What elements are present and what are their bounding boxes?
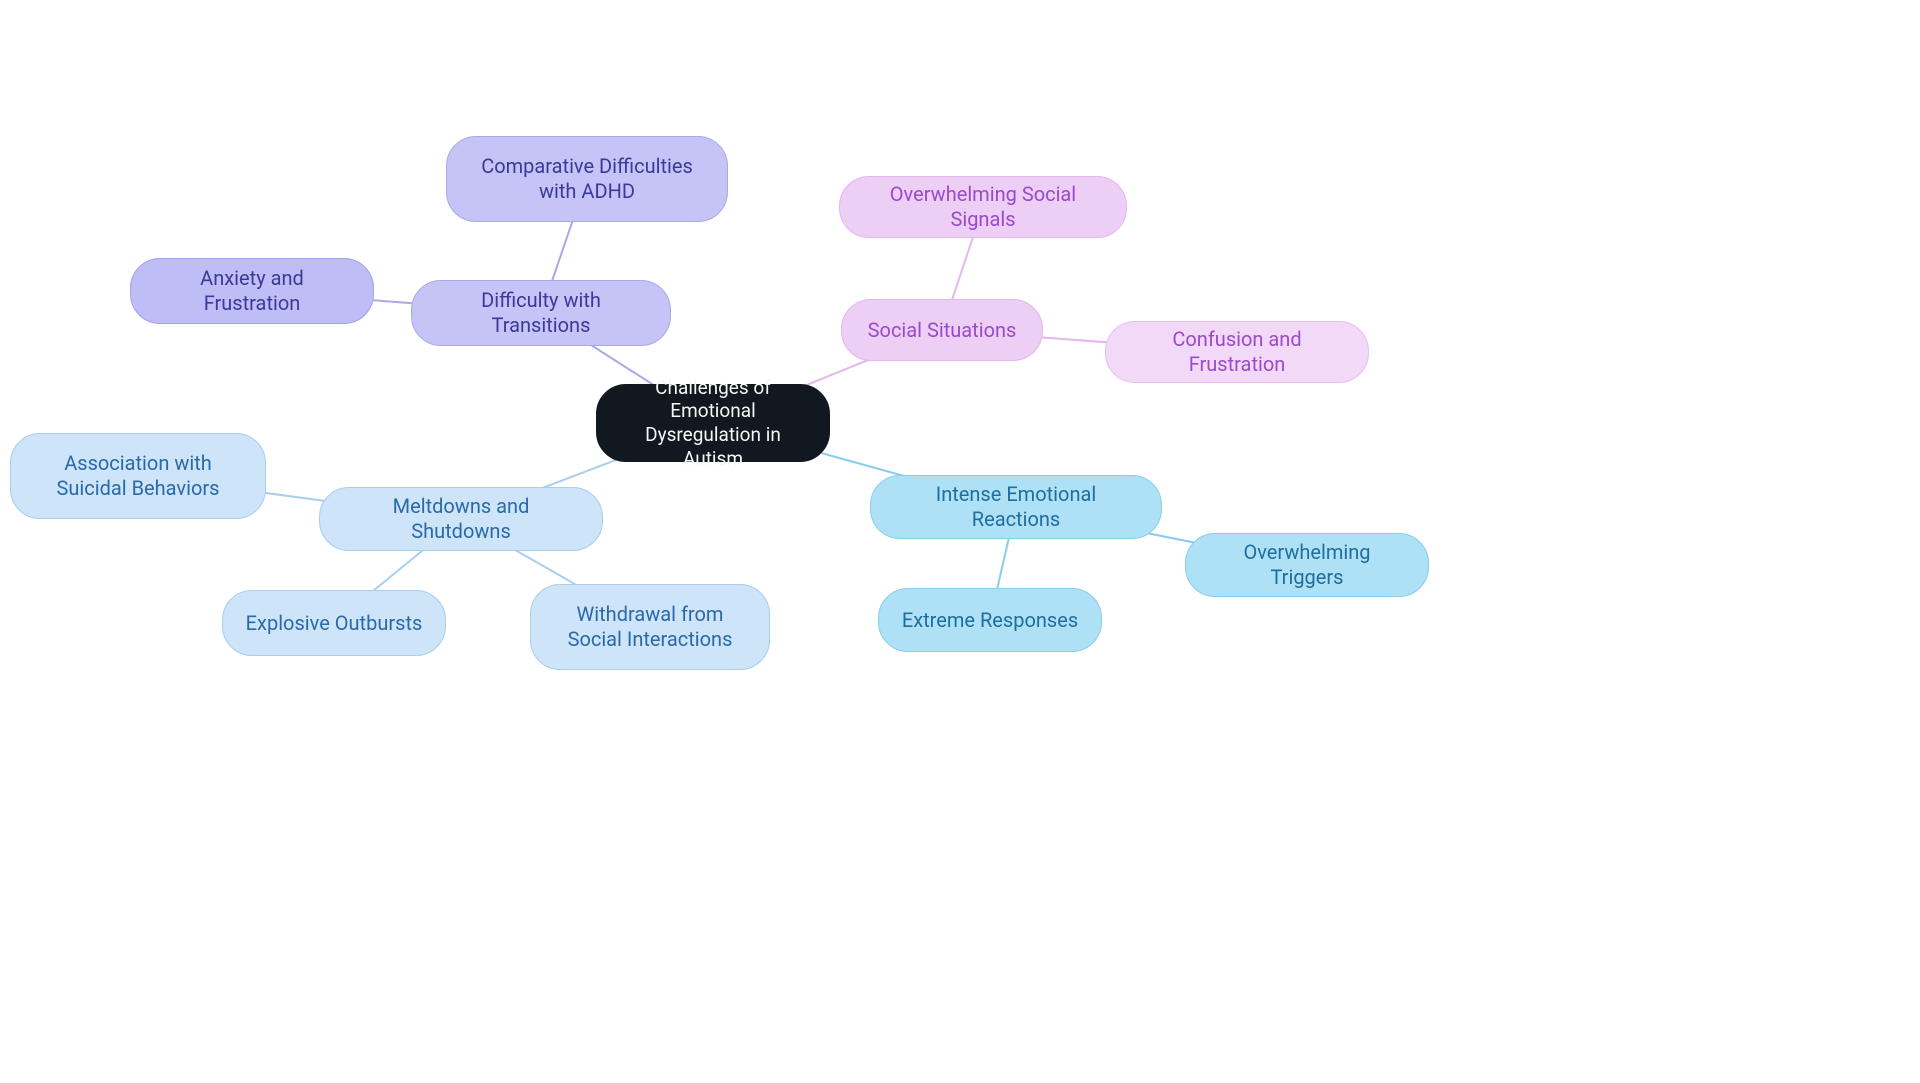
- node-label: Anxiety and Frustration: [153, 266, 351, 316]
- node-social: Social Situations: [841, 299, 1043, 361]
- edge-layer: [0, 0, 1920, 1083]
- node-transitions: Difficulty with Transitions: [411, 280, 671, 346]
- node-confusion: Confusion and Frustration: [1105, 321, 1369, 383]
- node-label: Overwhelming Social Signals: [862, 182, 1104, 232]
- node-extreme: Extreme Responses: [878, 588, 1102, 652]
- node-outbursts: Explosive Outbursts: [222, 590, 446, 656]
- node-intense: Intense Emotional Reactions: [870, 475, 1162, 539]
- node-label: Challenges of Emotional Dysregulation in…: [619, 376, 807, 471]
- mindmap-canvas: Challenges of Emotional Dysregulation in…: [0, 0, 1920, 1083]
- node-signals: Overwhelming Social Signals: [839, 176, 1127, 238]
- node-withdrawal: Withdrawal from Social Interactions: [530, 584, 770, 670]
- node-label: Overwhelming Triggers: [1208, 540, 1406, 590]
- node-label: Explosive Outbursts: [246, 611, 423, 636]
- node-label: Extreme Responses: [902, 608, 1078, 633]
- node-label: Withdrawal from Social Interactions: [553, 602, 747, 652]
- node-adhd: Comparative Difficulties with ADHD: [446, 136, 728, 222]
- node-label: Meltdowns and Shutdowns: [342, 494, 580, 544]
- node-label: Social Situations: [868, 318, 1017, 343]
- node-label: Intense Emotional Reactions: [893, 482, 1139, 532]
- node-root: Challenges of Emotional Dysregulation in…: [596, 384, 830, 462]
- node-triggers: Overwhelming Triggers: [1185, 533, 1429, 597]
- node-meltdowns: Meltdowns and Shutdowns: [319, 487, 603, 551]
- node-label: Association with Suicidal Behaviors: [33, 451, 243, 501]
- node-label: Difficulty with Transitions: [434, 288, 648, 338]
- node-label: Comparative Difficulties with ADHD: [469, 154, 705, 204]
- node-label: Confusion and Frustration: [1128, 327, 1346, 377]
- node-anxiety: Anxiety and Frustration: [130, 258, 374, 324]
- node-suicidal: Association with Suicidal Behaviors: [10, 433, 266, 519]
